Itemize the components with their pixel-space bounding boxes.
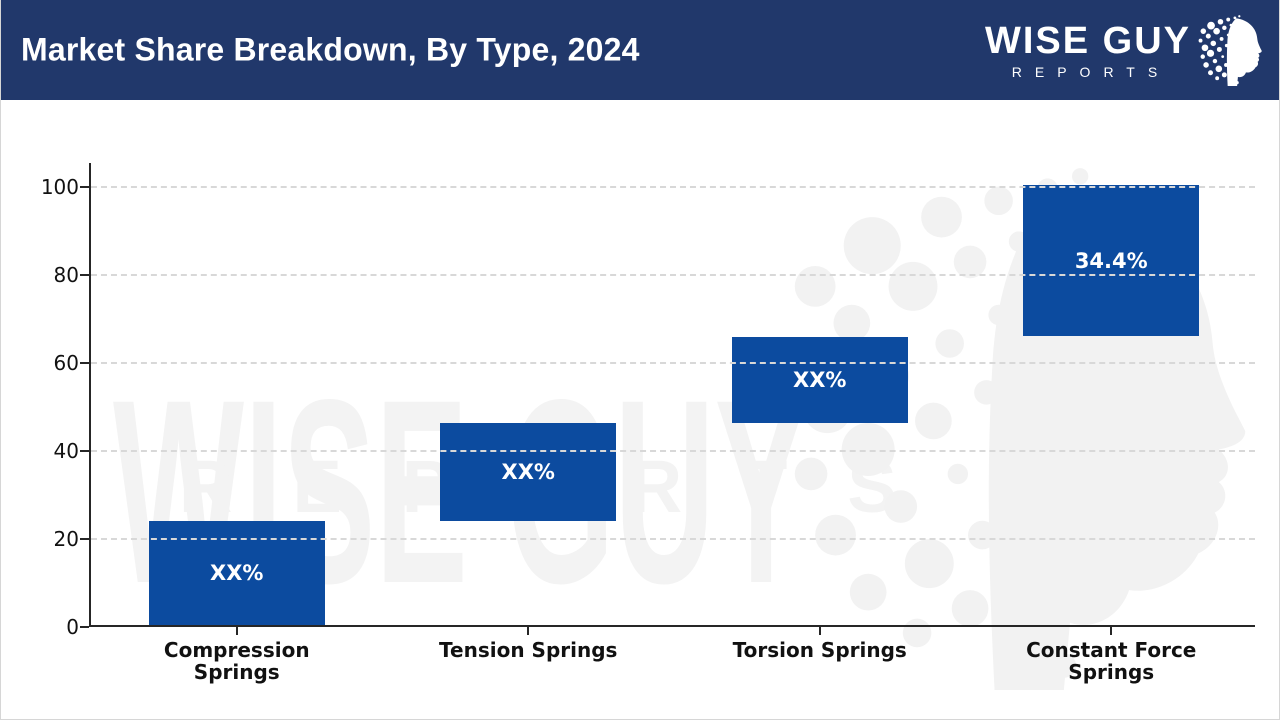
y-tick-label-40: 40 <box>53 439 79 464</box>
category-label-tension-springs: Tension Springs <box>439 638 618 662</box>
bar-value-label: XX% <box>501 459 555 484</box>
gridline-100 <box>91 186 1255 189</box>
y-tick-label-80: 80 <box>53 263 79 288</box>
bar-tension-springs: XX% <box>440 422 617 521</box>
x-tick-mark-tension-springs <box>527 627 530 635</box>
wise-guy-face-icon <box>1195 7 1267 93</box>
bar-torsion-springs: XX% <box>731 336 908 423</box>
bar-compression-springs: XX% <box>148 520 325 625</box>
logo-text-block: WISE GUY REPORTS <box>985 21 1191 80</box>
plot-area: 0 20 40 60 80 100 XX% Compression Springs XX% Ten… <box>41 163 1255 683</box>
y-tick-mark-80 <box>80 274 89 277</box>
waterfall-chart: WISE GUY REPORTS 020406080100XX%Compress… <box>1 100 1279 720</box>
x-tick-mark-torsion-springs <box>818 627 821 635</box>
bar-value-label: XX% <box>793 367 847 392</box>
y-tick-label-100: 100 <box>40 175 79 200</box>
y-tick-label-0: 0 <box>66 615 79 639</box>
bar-value-label: 34.4% <box>1074 248 1148 273</box>
x-tick-mark-compression-springs <box>235 627 238 635</box>
logo-wordmark: WISE GUY <box>984 19 1191 62</box>
gridline-20 <box>91 538 1255 541</box>
category-label-compression-springs: Compression Springs <box>163 638 310 684</box>
bar-value-label: XX% <box>210 560 264 585</box>
category-label-constant-force-springs: Constant Force Springs <box>1026 638 1197 684</box>
gridline-60 <box>91 362 1255 365</box>
logo-subtext: REPORTS <box>1011 63 1171 80</box>
y-tick-label-20: 20 <box>53 527 79 552</box>
x-tick-mark-constant-force-springs <box>1110 627 1113 635</box>
y-tick-mark-0 <box>80 626 89 628</box>
y-tick-mark-60 <box>80 362 89 365</box>
header-bar: Market Share Breakdown, By Type, 2024 WI… <box>1 0 1279 100</box>
bar-constant-force-springs: 34.4% <box>1023 185 1200 337</box>
gridline-40 <box>91 450 1255 453</box>
y-tick-mark-40 <box>80 450 89 453</box>
chart-title: Market Share Breakdown, By Type, 2024 <box>21 31 640 68</box>
wise-guy-logo: WISE GUY REPORTS <box>985 6 1267 94</box>
y-tick-mark-20 <box>80 538 89 541</box>
gridline-80 <box>91 274 1255 277</box>
y-tick-label-60: 60 <box>53 351 79 376</box>
category-label-torsion-springs: Torsion Springs <box>732 638 907 662</box>
y-tick-mark-100 <box>80 186 89 189</box>
